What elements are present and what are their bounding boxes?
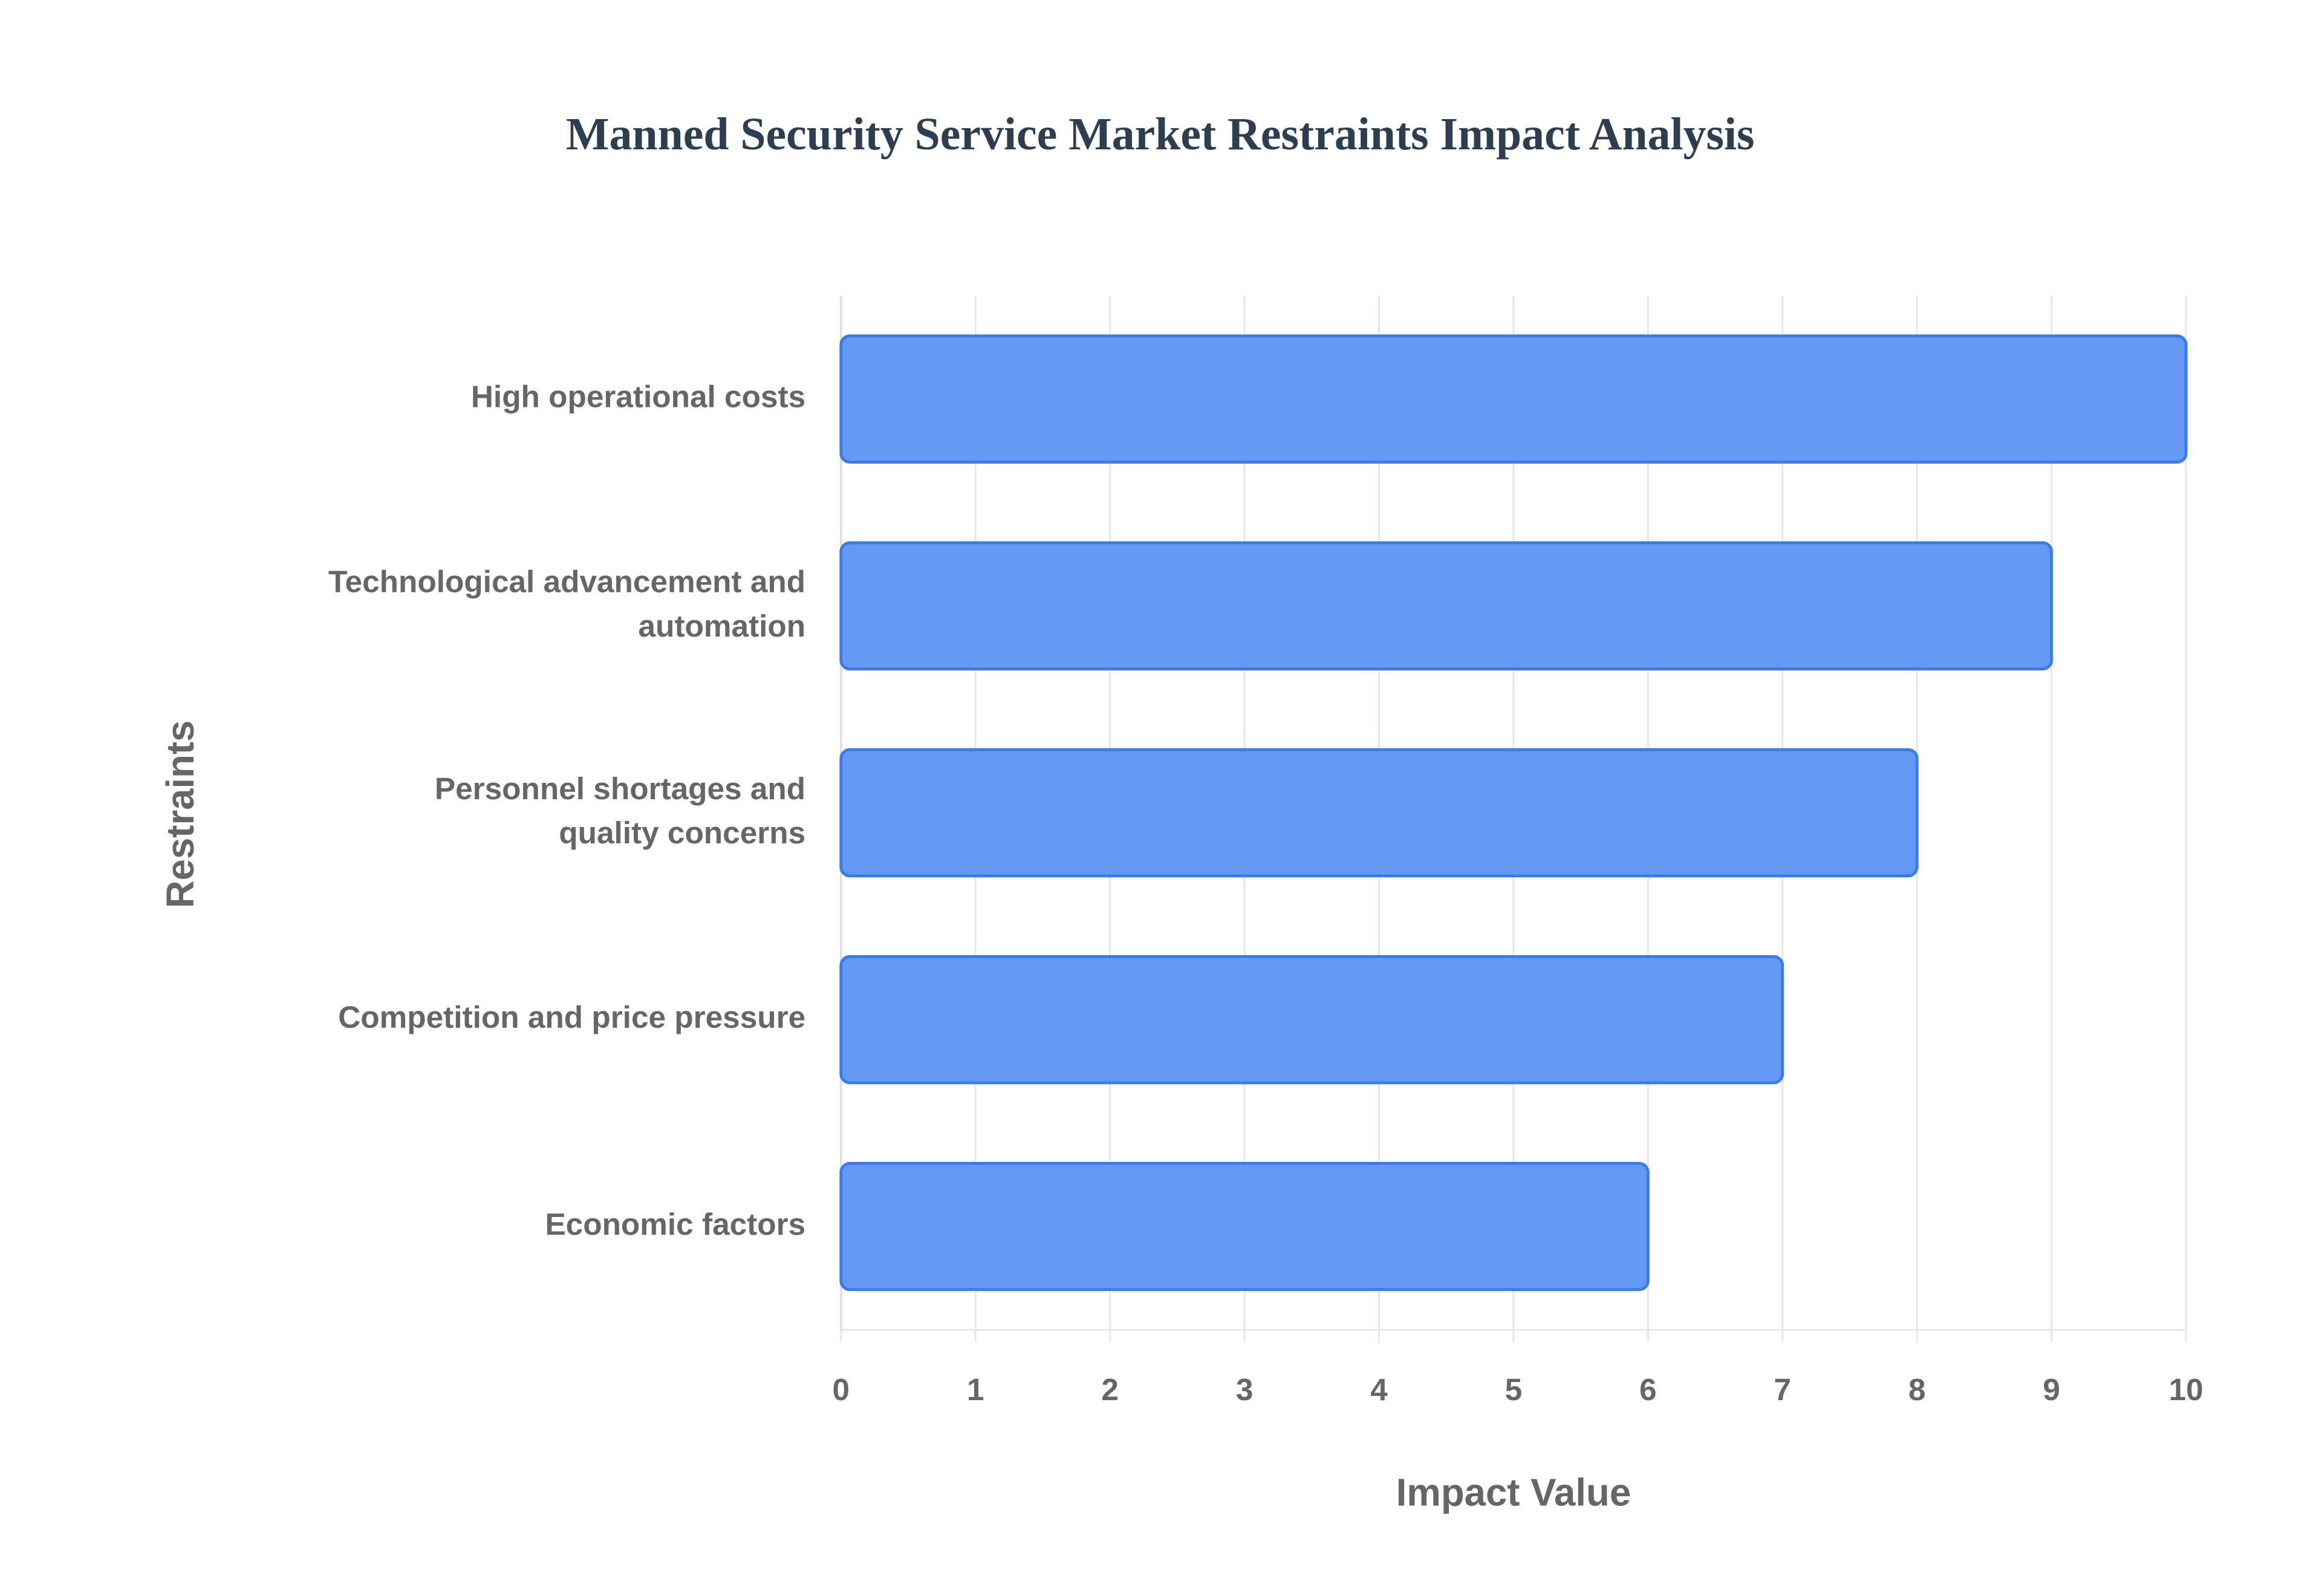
y-axis-title: Restraints xyxy=(159,720,202,908)
x-tick-label: 2 xyxy=(1101,1372,1119,1407)
chart-title: Manned Security Service Market Restraint… xyxy=(566,109,1754,160)
x-tick-label: 10 xyxy=(2169,1372,2203,1407)
y-tick-label: Personnel shortages and quality concerns xyxy=(435,771,805,849)
x-tick-label: 3 xyxy=(1236,1372,1254,1407)
x-tick-label: 4 xyxy=(1370,1372,1388,1407)
bar xyxy=(839,955,1784,1085)
x-axis-title: Impact Value xyxy=(1396,1471,1631,1514)
x-tick-label: 7 xyxy=(1774,1372,1792,1407)
bar xyxy=(839,541,2054,671)
y-tick-label: Competition and price pressure xyxy=(338,1000,805,1034)
y-tick-label: Economic factors xyxy=(545,1207,805,1241)
bar xyxy=(839,334,2188,464)
x-tick-label: 6 xyxy=(1639,1372,1657,1407)
x-tick-label: 5 xyxy=(1505,1372,1523,1407)
x-tick-label: 8 xyxy=(1908,1372,1926,1407)
y-tick-label: High operational costs xyxy=(471,380,805,414)
y-tick-label: Technological advancement and automation xyxy=(328,564,805,643)
x-tick-label: 9 xyxy=(2043,1372,2060,1407)
x-tick-label: 0 xyxy=(833,1372,850,1407)
x-tick-label: 1 xyxy=(967,1372,984,1407)
bar xyxy=(839,748,1919,878)
bar xyxy=(839,1162,1650,1291)
